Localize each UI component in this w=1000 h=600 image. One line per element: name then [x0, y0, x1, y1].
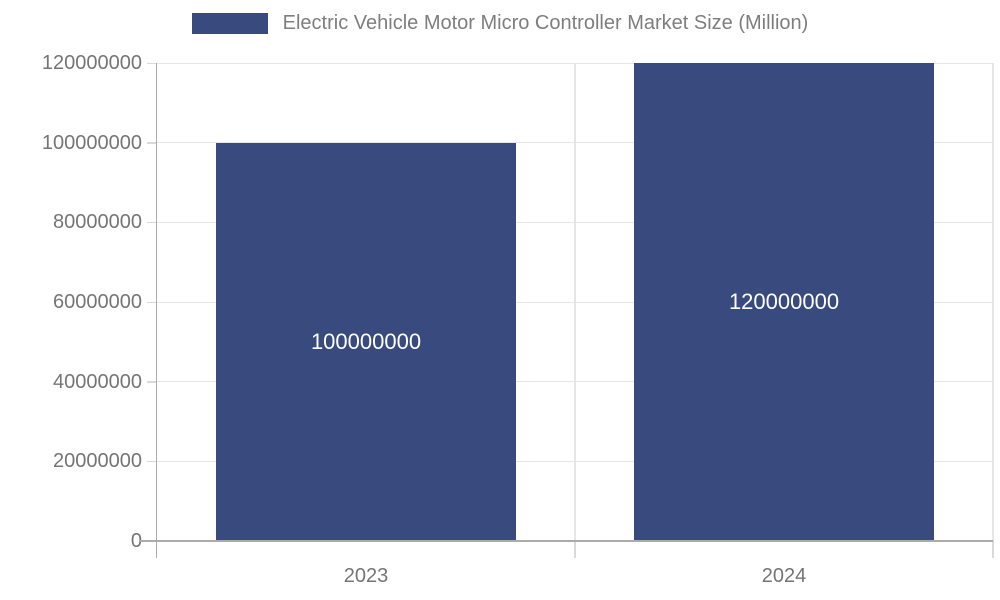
x-axis-line	[140, 540, 993, 542]
x-tick	[574, 541, 576, 558]
y-axis-label: 120000000	[41, 52, 142, 74]
y-axis-label: 40000000	[53, 370, 142, 393]
y-tick	[147, 142, 157, 144]
y-axis-line	[155, 63, 158, 558]
y-tick	[147, 301, 157, 303]
y-axis-label: 60000000	[53, 291, 142, 313]
x-tick	[992, 541, 994, 558]
y-axis-label: 20000000	[53, 450, 142, 473]
x-axis-label: 2024	[761, 565, 807, 587]
x-axis-label: 2023	[343, 565, 389, 587]
x-gridline	[574, 63, 576, 541]
legend-label: Electric Vehicle Motor Micro Controller …	[282, 12, 809, 34]
y-tick	[147, 381, 157, 383]
y-tick	[147, 221, 157, 224]
bar[interactable]	[215, 142, 517, 541]
y-axis-label: 100000000	[41, 131, 142, 154]
y-axis-label: 0	[130, 530, 142, 552]
bar[interactable]	[633, 63, 935, 541]
legend-swatch	[191, 13, 268, 34]
legend-item[interactable]: Electric Vehicle Motor Micro Controller …	[191, 12, 809, 35]
x-gridline	[992, 63, 994, 541]
y-tick	[147, 460, 157, 463]
bar-data-label: 100000000	[310, 328, 422, 354]
y-axis-label: 80000000	[53, 211, 142, 234]
legend: Electric Vehicle Motor Micro Controller …	[0, 12, 1000, 35]
y-tick	[147, 62, 157, 64]
bar-data-label: 120000000	[728, 289, 840, 314]
